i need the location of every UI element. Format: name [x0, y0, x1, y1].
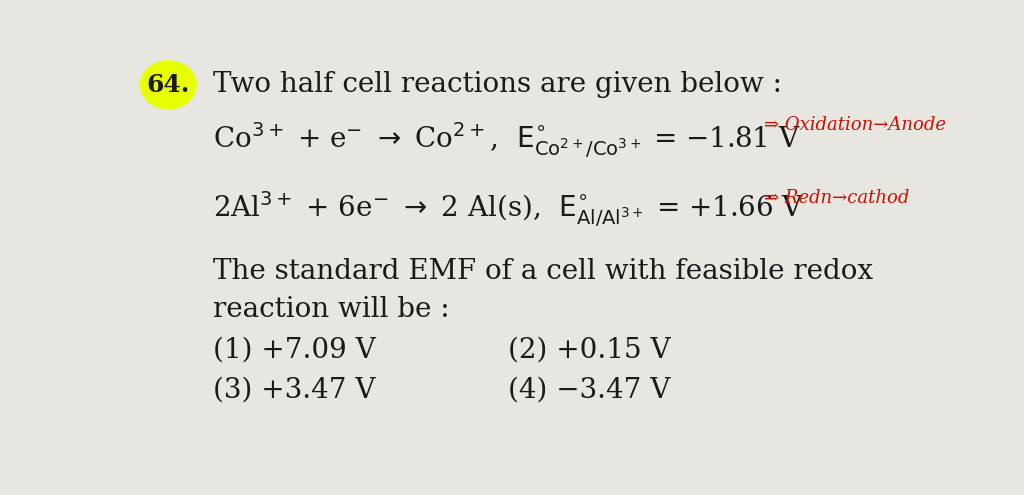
- Text: (1) +7.09 V: (1) +7.09 V: [213, 336, 376, 363]
- Text: (4) −3.47 V: (4) −3.47 V: [508, 377, 670, 404]
- Text: Co$^{3+}$ + e$^{-}$ $\rightarrow$ Co$^{2+}$,  $\mathrm{E^{\circ}_{Co^{2+}/Co^{3+: Co$^{3+}$ + e$^{-}$ $\rightarrow$ Co$^{2…: [213, 120, 801, 160]
- Text: 2Al$^{3+}$ + 6e$^{-}$ $\rightarrow$ 2 Al(s),  $\mathrm{E^{\circ}_{Al/Al^{3+}}}$ : 2Al$^{3+}$ + 6e$^{-}$ $\rightarrow$ 2 Al…: [213, 190, 804, 230]
- Text: (3) +3.47 V: (3) +3.47 V: [213, 377, 376, 404]
- Text: Two half cell reactions are given below :: Two half cell reactions are given below …: [213, 71, 782, 99]
- Text: reaction will be :: reaction will be :: [213, 296, 450, 323]
- Text: The standard EMF of a cell with feasible redox: The standard EMF of a cell with feasible…: [213, 258, 873, 285]
- Text: 64.: 64.: [146, 73, 190, 97]
- Text: ⇒ Oxidation→Anode: ⇒ Oxidation→Anode: [764, 116, 945, 134]
- Text: (2) +0.15 V: (2) +0.15 V: [508, 336, 671, 363]
- Ellipse shape: [140, 61, 197, 109]
- Text: ⇒ Redn→cathod: ⇒ Redn→cathod: [764, 189, 909, 207]
